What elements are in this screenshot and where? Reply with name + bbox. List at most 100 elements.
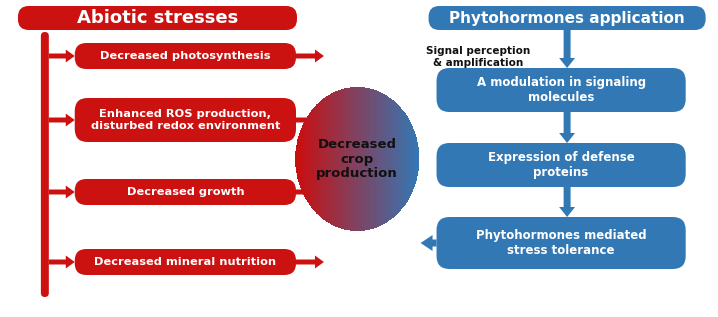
Bar bbox=[369, 88, 370, 230]
Bar bbox=[394, 102, 395, 216]
Bar bbox=[411, 126, 413, 192]
Bar bbox=[336, 91, 337, 227]
Bar bbox=[401, 110, 403, 209]
Bar bbox=[328, 95, 329, 223]
Bar bbox=[330, 94, 331, 224]
Bar bbox=[319, 102, 320, 216]
Bar bbox=[347, 88, 348, 230]
Bar bbox=[384, 94, 385, 224]
Bar bbox=[370, 89, 371, 229]
Bar bbox=[302, 125, 303, 193]
Bar bbox=[340, 90, 341, 228]
Bar bbox=[355, 87, 356, 231]
Bar bbox=[298, 137, 299, 181]
Bar bbox=[406, 116, 407, 202]
Bar bbox=[299, 132, 300, 186]
Bar bbox=[398, 106, 400, 212]
Bar bbox=[354, 87, 355, 231]
Bar bbox=[316, 105, 317, 213]
Bar bbox=[364, 87, 365, 230]
Bar bbox=[372, 89, 373, 229]
FancyBboxPatch shape bbox=[437, 217, 686, 269]
Bar bbox=[362, 87, 363, 231]
Text: A modulation in signaling
molecules: A modulation in signaling molecules bbox=[477, 76, 645, 104]
Bar bbox=[397, 104, 398, 214]
Bar bbox=[313, 108, 314, 210]
Bar bbox=[327, 96, 328, 222]
Bar bbox=[418, 147, 419, 171]
Bar bbox=[326, 96, 327, 222]
Bar bbox=[407, 117, 408, 201]
Bar bbox=[387, 96, 388, 222]
Bar bbox=[403, 111, 404, 207]
Bar bbox=[332, 93, 333, 225]
Bar bbox=[337, 91, 338, 227]
Bar bbox=[338, 90, 339, 228]
Bar bbox=[379, 92, 381, 226]
Bar bbox=[373, 90, 375, 228]
Text: Expression of defense
proteins: Expression of defense proteins bbox=[488, 151, 635, 179]
Bar bbox=[335, 92, 336, 227]
Bar bbox=[361, 87, 363, 231]
Bar bbox=[309, 113, 310, 205]
Bar bbox=[388, 97, 389, 221]
Bar bbox=[384, 94, 386, 223]
Bar bbox=[369, 88, 370, 230]
Bar bbox=[401, 109, 402, 209]
Text: Signal perception
& amplification: Signal perception & amplification bbox=[426, 46, 531, 68]
Bar bbox=[300, 131, 301, 187]
Polygon shape bbox=[49, 185, 75, 198]
Bar bbox=[394, 101, 395, 217]
Bar bbox=[295, 151, 297, 167]
Bar bbox=[344, 88, 345, 230]
Bar bbox=[373, 90, 374, 228]
Bar bbox=[307, 116, 308, 202]
Bar bbox=[350, 87, 351, 230]
Bar bbox=[386, 96, 388, 222]
Bar bbox=[313, 108, 314, 210]
Bar bbox=[301, 128, 302, 191]
Bar bbox=[399, 107, 400, 211]
Bar bbox=[396, 103, 397, 215]
Bar bbox=[297, 140, 298, 178]
Text: Decreased growth: Decreased growth bbox=[126, 187, 244, 197]
Text: Abiotic stresses: Abiotic stresses bbox=[77, 9, 238, 27]
Bar bbox=[386, 96, 387, 223]
Bar bbox=[317, 103, 319, 215]
Bar bbox=[345, 88, 346, 230]
Bar bbox=[409, 120, 410, 198]
Bar bbox=[342, 89, 343, 229]
Bar bbox=[330, 94, 331, 224]
Bar bbox=[404, 112, 405, 206]
Bar bbox=[363, 87, 364, 231]
Bar bbox=[334, 92, 335, 226]
Bar bbox=[317, 104, 318, 214]
Bar bbox=[368, 88, 369, 230]
Bar bbox=[325, 97, 327, 221]
Bar bbox=[314, 106, 316, 212]
Bar bbox=[375, 90, 376, 228]
Bar bbox=[314, 107, 315, 211]
Bar bbox=[310, 112, 311, 206]
Bar bbox=[358, 87, 359, 231]
Bar bbox=[354, 87, 355, 231]
Bar bbox=[344, 89, 345, 229]
Bar bbox=[303, 123, 304, 195]
Bar bbox=[414, 133, 416, 185]
Polygon shape bbox=[421, 235, 437, 251]
Bar bbox=[383, 94, 385, 224]
Bar bbox=[329, 95, 330, 223]
FancyBboxPatch shape bbox=[75, 179, 296, 205]
FancyBboxPatch shape bbox=[437, 68, 686, 112]
Bar bbox=[367, 88, 368, 230]
Bar bbox=[323, 98, 325, 220]
Bar bbox=[374, 90, 375, 228]
Bar bbox=[403, 111, 404, 207]
Bar bbox=[352, 87, 353, 231]
Bar bbox=[375, 90, 376, 228]
Bar bbox=[372, 89, 373, 229]
Bar bbox=[345, 88, 347, 230]
Polygon shape bbox=[296, 185, 324, 198]
Bar bbox=[364, 87, 365, 230]
Bar bbox=[327, 96, 328, 223]
